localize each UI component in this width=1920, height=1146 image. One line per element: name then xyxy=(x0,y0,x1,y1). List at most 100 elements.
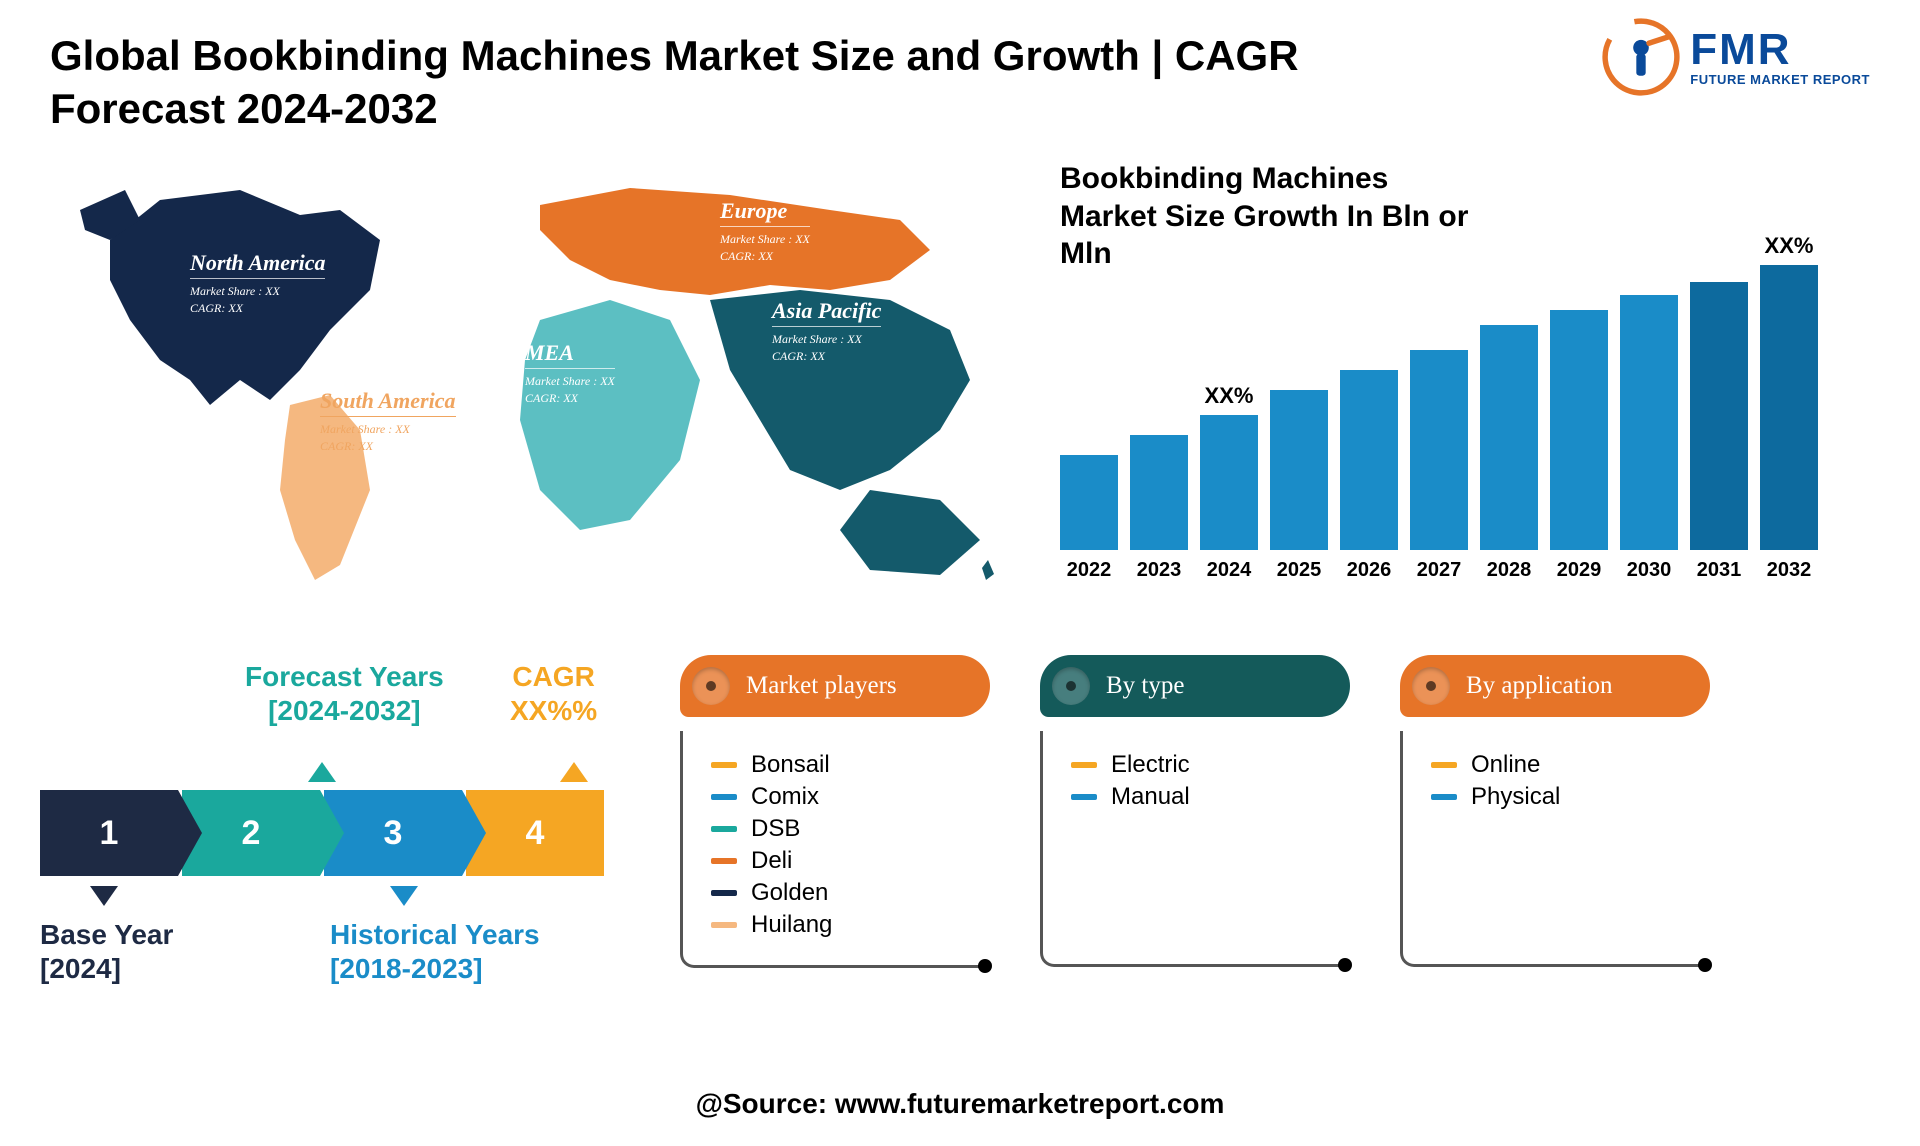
bar-2030: 2030 xyxy=(1620,295,1678,550)
base-range: [2024] xyxy=(40,952,173,986)
region-cagr: CAGR: XX xyxy=(190,300,325,317)
bullet-icon xyxy=(711,890,737,896)
triangle-down-icon xyxy=(390,886,418,906)
list-item-label: Physical xyxy=(1471,783,1560,811)
region-name: MEA xyxy=(525,340,615,369)
bar-category-label: 2027 xyxy=(1410,559,1468,582)
list-item-label: Huilang xyxy=(751,911,832,939)
region-name: Asia Pacific xyxy=(772,298,881,327)
step-1: 1 xyxy=(40,790,178,876)
list-item-label: Deli xyxy=(751,847,792,875)
region-name: Europe xyxy=(720,198,810,227)
pill-header: By application xyxy=(1400,655,1710,717)
region-cagr: CAGR: XX xyxy=(320,438,456,455)
bar xyxy=(1410,350,1468,550)
section-market-players: Market players Bonsail Comix DSB Deli Golden… xyxy=(680,655,990,968)
forecast-text: Forecast Years xyxy=(245,660,444,694)
region-share: Market Share : XX xyxy=(772,331,881,348)
historical-text: Historical Years xyxy=(330,918,540,952)
source-attribution: @Source: www.futuremarketreport.com xyxy=(0,1088,1920,1120)
bar-annotation: XX% xyxy=(1205,383,1254,409)
triangle-up-icon xyxy=(560,762,588,782)
step-2: 2 xyxy=(182,790,320,876)
list-item-label: Electric xyxy=(1111,751,1190,779)
bar-category-label: 2030 xyxy=(1620,559,1678,582)
bar xyxy=(1620,295,1678,550)
list-item-label: Golden xyxy=(751,879,828,907)
bar-annotation: XX% xyxy=(1765,233,1814,259)
bullet-icon xyxy=(711,922,737,928)
list-item: Huilang xyxy=(711,911,980,939)
list-by-type: Electric Manual xyxy=(1040,731,1350,967)
region-share: Market Share : XX xyxy=(190,283,325,300)
bar xyxy=(1270,390,1328,550)
bar xyxy=(1760,265,1818,550)
bar-2032: XX%2032 xyxy=(1760,233,1818,550)
list-item: Electric xyxy=(1071,751,1340,779)
bar-2028: 2028 xyxy=(1480,325,1538,550)
fmr-logo: FMR FUTURE MARKET REPORT xyxy=(1602,18,1870,96)
list-item-label: DSB xyxy=(751,815,800,843)
bar-category-label: 2026 xyxy=(1340,559,1398,582)
historical-label: Historical Years [2018-2023] xyxy=(330,918,540,985)
bullet-icon xyxy=(711,762,737,768)
bar-2026: 2026 xyxy=(1340,370,1398,550)
bullet-icon xyxy=(711,794,737,800)
historical-range: [2018-2023] xyxy=(330,952,540,986)
bar xyxy=(1480,325,1538,550)
region-share: Market Share : XX xyxy=(525,373,615,390)
bar xyxy=(1550,310,1608,550)
bar-2024: XX%2024 xyxy=(1200,383,1258,550)
bar-2023: 2023 xyxy=(1130,435,1188,550)
bullet-icon xyxy=(1431,794,1457,800)
base-text: Base Year xyxy=(40,918,173,952)
list-item: Comix xyxy=(711,783,980,811)
bar-2025: 2025 xyxy=(1270,390,1328,550)
step-num: 1 xyxy=(100,814,119,853)
bar-category-label: 2029 xyxy=(1550,559,1608,582)
region-cagr: CAGR: XX xyxy=(720,248,810,265)
bar xyxy=(1690,282,1748,550)
region-share: Market Share : XX xyxy=(720,231,810,248)
list-item: Online xyxy=(1431,751,1700,779)
region-name: South America xyxy=(320,388,456,417)
region-share: Market Share : XX xyxy=(320,421,456,438)
list-item-label: Manual xyxy=(1111,783,1190,811)
bar xyxy=(1130,435,1188,550)
bar-2029: 2029 xyxy=(1550,310,1608,550)
world-map: North America Market Share : XX CAGR: XX… xyxy=(70,170,1000,590)
list-by-application: Online Physical xyxy=(1400,731,1710,967)
triangle-up-icon xyxy=(308,762,336,782)
pill-header: Market players xyxy=(680,655,990,717)
bullet-icon xyxy=(711,858,737,864)
step-num: 2 xyxy=(242,814,261,853)
list-item: Manual xyxy=(1071,783,1340,811)
bar-category-label: 2032 xyxy=(1760,559,1818,582)
list-item: Physical xyxy=(1431,783,1700,811)
step-num: 3 xyxy=(384,814,403,853)
cagr-text: CAGR xyxy=(510,660,597,694)
pill-header: By type xyxy=(1040,655,1350,717)
bar-category-label: 2023 xyxy=(1130,559,1188,582)
bar-2031: 2031 xyxy=(1690,282,1748,550)
region-cagr: CAGR: XX xyxy=(525,390,615,407)
bullet-icon xyxy=(1431,762,1457,768)
cagr-value: XX%% xyxy=(510,694,597,728)
bar xyxy=(1200,415,1258,550)
base-year-label: Base Year [2024] xyxy=(40,918,173,985)
bar-category-label: 2028 xyxy=(1480,559,1538,582)
region-name: North America xyxy=(190,250,325,279)
step-4: 4 xyxy=(466,790,604,876)
region-asia-pacific: Asia Pacific Market Share : XX CAGR: XX xyxy=(772,298,881,365)
bullet-icon xyxy=(711,826,737,832)
bar-category-label: 2025 xyxy=(1270,559,1328,582)
list-item: Bonsail xyxy=(711,751,980,779)
bullet-icon xyxy=(1071,762,1097,768)
bar xyxy=(1060,455,1118,550)
logo-text: FMR xyxy=(1690,28,1870,72)
bar-category-label: 2031 xyxy=(1690,559,1748,582)
step-num: 4 xyxy=(526,814,545,853)
list-item: Deli xyxy=(711,847,980,875)
bar xyxy=(1340,370,1398,550)
list-item-label: Online xyxy=(1471,751,1540,779)
